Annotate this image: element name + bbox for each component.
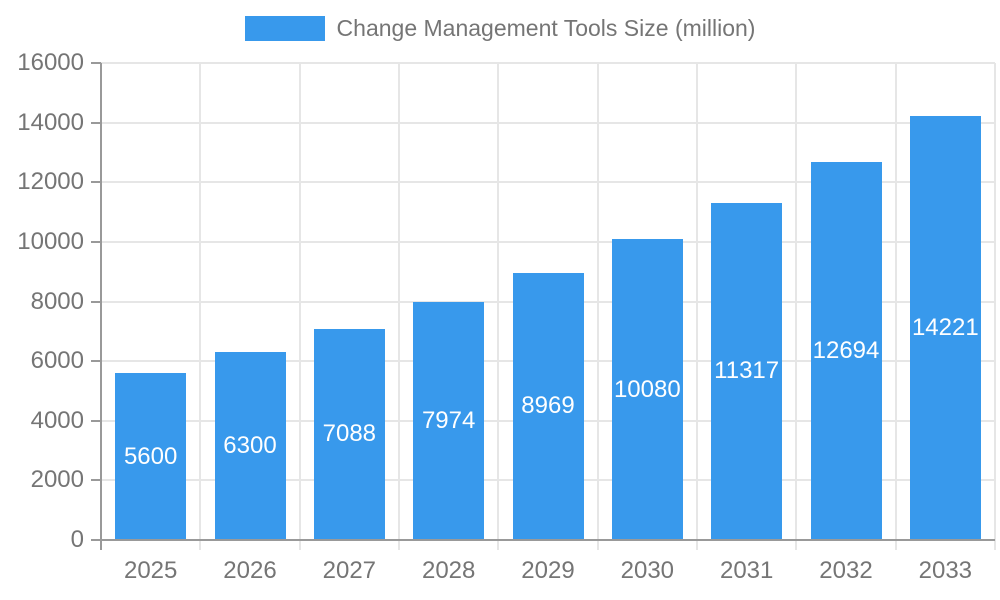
legend-item[interactable]: Change Management Tools Size (million): [0, 16, 1000, 41]
bar-value-label: 12694: [812, 336, 880, 364]
v-gridline: [497, 63, 500, 550]
bar-value-label: 14221: [911, 314, 979, 341]
bar[interactable]: 6300: [214, 352, 286, 540]
y-tick: [91, 62, 101, 64]
legend-label: Change Management Tools Size (million): [336, 15, 756, 41]
y-tick-label: 12000: [17, 168, 84, 196]
y-tick: [91, 539, 101, 541]
v-gridline: [596, 63, 599, 550]
y-tick-label: 10000: [17, 227, 84, 255]
h-gridline: [101, 181, 995, 184]
bar[interactable]: 10080: [611, 239, 683, 540]
h-gridline: [101, 62, 995, 64]
y-tick-label: 16000: [17, 49, 84, 76]
bar[interactable]: 7088: [313, 328, 385, 540]
bar[interactable]: 12694: [810, 161, 882, 540]
x-tick-label: 2030: [620, 557, 675, 584]
v-gridline: [696, 63, 698, 550]
x-tick-label: 2028: [421, 557, 476, 584]
legend-swatch: [244, 16, 325, 41]
bar[interactable]: 8969: [512, 272, 584, 540]
y-tick: [91, 181, 101, 184]
y-tick: [91, 419, 101, 422]
x-tick-label: 2032: [819, 557, 873, 584]
v-gridline: [795, 63, 798, 550]
y-tick-label: 6000: [30, 347, 84, 375]
y-tick: [91, 300, 101, 303]
x-axis-line: [101, 539, 995, 541]
y-tick: [91, 240, 101, 243]
bar-value-label: 7974: [421, 407, 476, 435]
x-tick-label: 2025: [123, 557, 178, 584]
bar-value-label: 6300: [223, 432, 277, 460]
bar-value-label: 7088: [322, 420, 377, 448]
x-tick-label: 2029: [521, 557, 575, 584]
bar-value-label: 10080: [613, 375, 681, 403]
x-tick-label: 2027: [322, 557, 377, 584]
y-tick-label: 0: [70, 526, 84, 553]
bar[interactable]: 5600: [115, 373, 187, 540]
v-gridline: [398, 63, 400, 550]
y-tick-label: 4000: [30, 406, 84, 434]
bar-value-label: 8969: [521, 392, 575, 420]
y-tick: [91, 121, 101, 124]
y-tick-label: 8000: [30, 287, 84, 315]
bar-value-label: 11317: [714, 357, 780, 385]
y-tick-label: 14000: [17, 108, 84, 136]
y-tick: [91, 479, 101, 482]
bar-value-label: 5600: [123, 442, 178, 470]
bar[interactable]: 14221: [909, 116, 981, 540]
v-gridline: [298, 63, 301, 550]
v-gridline: [994, 63, 996, 550]
y-tick-label: 2000: [30, 466, 84, 494]
h-gridline: [101, 240, 995, 243]
v-gridline: [199, 63, 202, 550]
x-tick-label: 2033: [918, 557, 973, 584]
h-gridline: [101, 121, 995, 124]
x-tick-label: 2031: [719, 557, 774, 584]
y-tick: [91, 360, 101, 363]
x-tick-label: 2026: [223, 557, 277, 584]
bar[interactable]: 11317: [711, 202, 783, 540]
v-gridline: [894, 63, 897, 550]
y-axis-line: [100, 63, 102, 550]
bar[interactable]: 7974: [413, 302, 485, 540]
